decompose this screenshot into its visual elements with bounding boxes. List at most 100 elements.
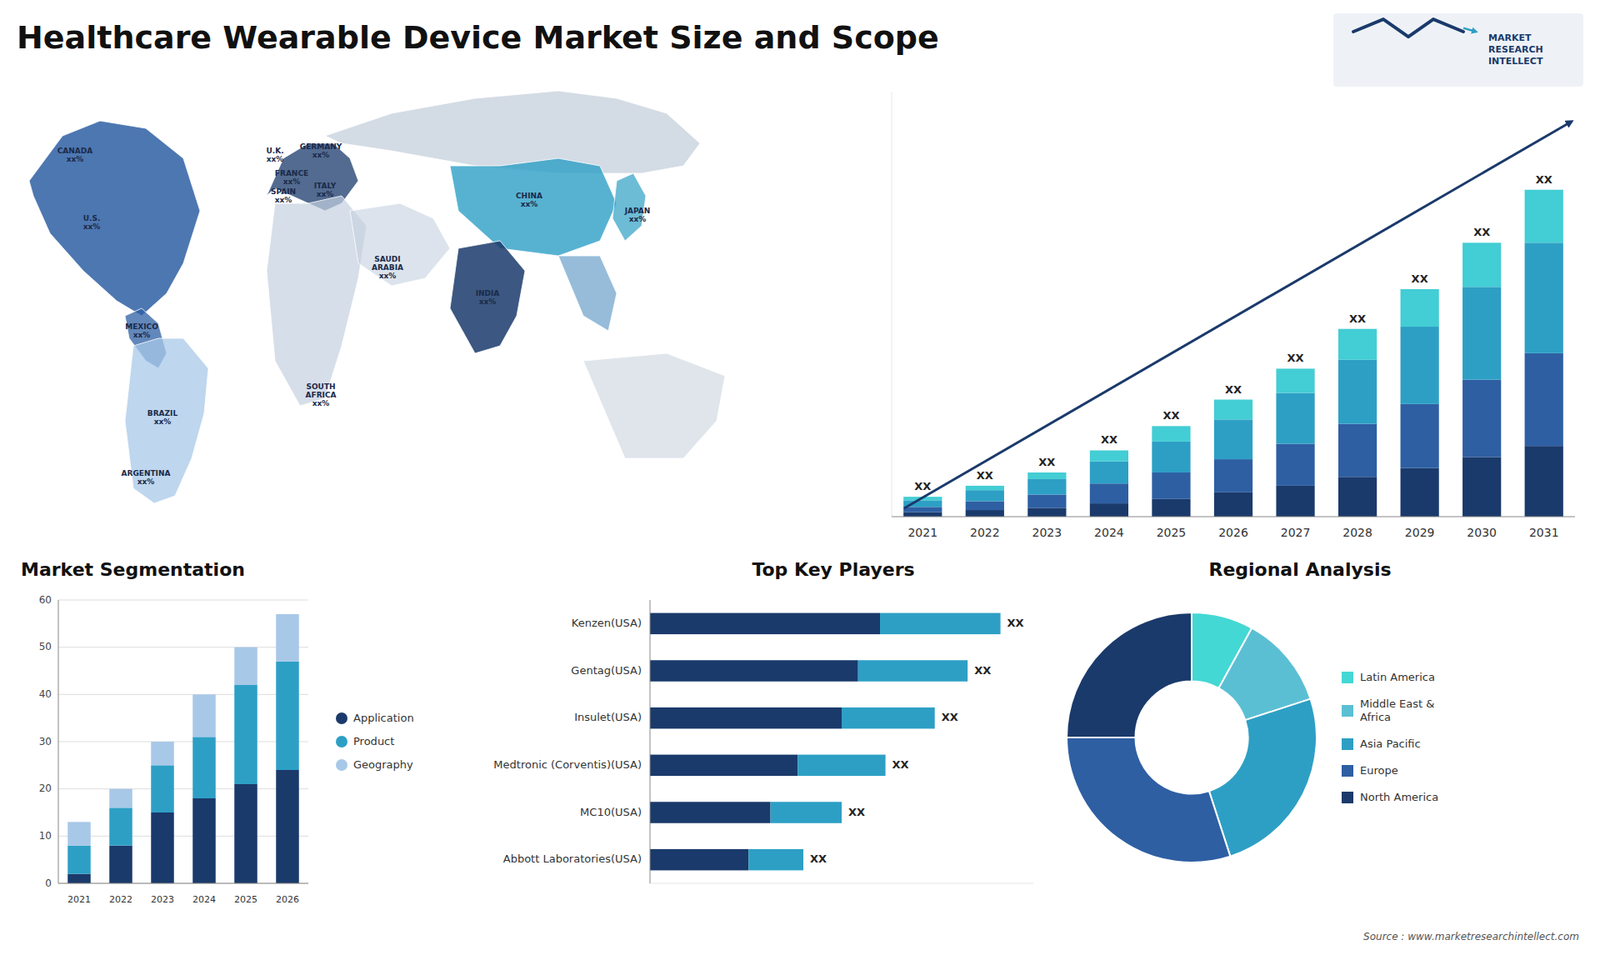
bar-end-label: XX [941, 710, 959, 724]
text-line: ARGENTINA [121, 468, 171, 477]
bar-segment [650, 660, 859, 682]
bar-segment [1214, 459, 1253, 493]
bar-segment [1400, 326, 1440, 405]
x-tick-label: 2022 [970, 525, 1000, 540]
total-label: XX [1411, 272, 1429, 285]
total-label: XX [976, 469, 994, 482]
map-label: SAUDIARABIAxx% [371, 254, 404, 280]
map-region [266, 195, 367, 406]
grid-line [58, 788, 309, 790]
text-line: U.S. [83, 213, 101, 222]
title: Healthcare Wearable Device Market Size a… [16, 19, 940, 56]
map-label: SPAINxx% [270, 187, 296, 205]
map-label: INDIAxx% [475, 288, 500, 305]
donut-slice [1066, 612, 1192, 738]
bar-segment [1400, 404, 1440, 469]
chart-title: Market Segmentation [20, 559, 245, 580]
grid-line [58, 646, 309, 648]
legend-swatch [1341, 705, 1354, 717]
bar-segment [965, 500, 1005, 510]
trend-arrow [904, 121, 1572, 509]
chart-title: Top Key Players [751, 559, 915, 580]
bar-segment [234, 685, 258, 785]
legend-label: Product [353, 735, 395, 748]
bar-segment [1151, 425, 1190, 442]
bar-chart: 2021202220232024202520262027202820292030… [891, 91, 1575, 540]
text-line: MEXICO [125, 322, 159, 331]
bar-segment [965, 490, 1005, 501]
bar-segment [234, 647, 258, 685]
legend-swatch [1341, 738, 1354, 750]
bar-segment [1090, 483, 1129, 504]
bar-segment [192, 736, 216, 799]
text-line: SOUTH [305, 381, 335, 390]
x-tick-label: 2022 [109, 894, 133, 905]
legend-swatch [335, 759, 348, 771]
donut-slice [1209, 699, 1317, 857]
map-label: GERMANYxx% [300, 142, 343, 160]
y-tick-label: 60 [39, 594, 52, 606]
grid-line [58, 694, 309, 695]
legend-label: Latin America [1360, 670, 1435, 684]
bar-segment [1275, 393, 1315, 445]
bar-segment [1090, 503, 1129, 517]
text-line: MARKET [1488, 32, 1532, 44]
text-line: FRANCE [275, 168, 309, 177]
text-line: GERMANY [300, 142, 343, 151]
map: CANADAxx%U.S.xx%MEXICOxx%BRAZILxx%ARGENT… [29, 90, 725, 504]
legend-swatch [1341, 671, 1354, 684]
bar-segment [1214, 400, 1253, 420]
bar-segment [67, 821, 91, 845]
horizontal-bar-chart: Kenzen(USA)Gentag(USA)Insulet(USA)Medtro… [493, 600, 1034, 884]
y-tick-label: 40 [39, 688, 52, 700]
x-axis-line [891, 516, 1575, 518]
chart-title: Regional Analysis [1208, 559, 1391, 580]
map-label: JAPANxx% [624, 205, 651, 223]
map-label: ITALYxx% [314, 180, 337, 198]
y-tick-label: Insulet(USA) [574, 710, 642, 724]
x-tick-label: 2024 [1094, 525, 1125, 540]
bar-segment [192, 694, 216, 737]
legend-swatch [335, 712, 348, 725]
legend-label: Application [353, 711, 415, 725]
bar-end-label: XX [810, 852, 827, 865]
map-region [450, 158, 617, 256]
x-tick-label: 2029 [1405, 525, 1435, 540]
text-line: INTELLECT [1488, 55, 1544, 67]
map-label: CHINAxx% [515, 190, 543, 208]
grid-line [58, 741, 309, 743]
donut-slice [1066, 737, 1230, 863]
text-line: CANADA [57, 145, 94, 155]
text-line: xx% [275, 195, 293, 205]
bar-segment [1275, 444, 1315, 486]
bar-segment [1275, 368, 1315, 393]
bar-segment [1338, 329, 1377, 360]
text-line: xx% [154, 416, 172, 425]
bar-segment [275, 661, 300, 770]
text-line: RESEARCH [1488, 44, 1544, 55]
bar-segment [1400, 289, 1440, 327]
bar-segment [1462, 242, 1501, 287]
x-tick-label: 2024 [192, 894, 216, 905]
bar-segment [109, 789, 133, 809]
text-line: xx% [629, 214, 647, 223]
text-line: ITALY [314, 180, 337, 190]
bar-segment [67, 845, 91, 875]
y-tick-label: Abbott Laboratories(USA) [503, 852, 642, 865]
text-line: U.K. [265, 145, 284, 155]
x-tick-label: 2021 [67, 894, 91, 905]
bar-segment [1027, 472, 1066, 480]
text-line: xx% [83, 221, 101, 230]
bar-segment [965, 485, 1005, 490]
bar-chart: 0102030405060202120222023202420252026App… [39, 594, 415, 906]
bar-segment [1027, 507, 1066, 517]
bar-segment [192, 798, 216, 884]
bar-segment [650, 707, 842, 730]
map-label: ARGENTINAxx% [121, 468, 171, 485]
text-line: SPAIN [270, 187, 296, 196]
y-tick-label: Gentag(USA) [570, 664, 642, 677]
text-line: xx% [137, 476, 155, 485]
bar-segment [1338, 424, 1377, 478]
text-line: xx% [520, 199, 539, 208]
bar-end-label: XX [974, 664, 991, 677]
